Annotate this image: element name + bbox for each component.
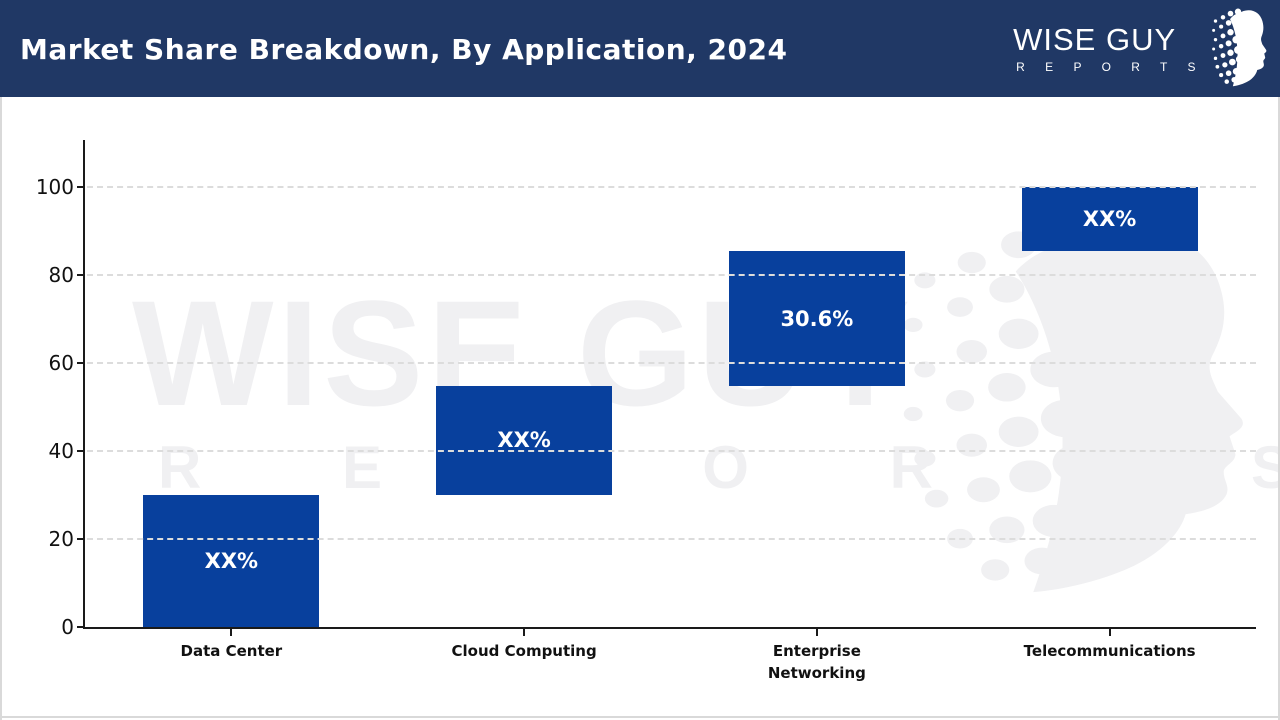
x-axis-category-label: Data Center (180, 642, 283, 660)
y-axis-tick (77, 186, 85, 188)
wise-guy-reports-logo: WISE GUY R E P O R T S (1013, 6, 1268, 92)
bar-value-label: XX% (204, 549, 259, 573)
figure-border-bottom (0, 716, 1280, 718)
page-title: Market Share Breakdown, By Application, … (20, 33, 788, 66)
x-axis-tick (815, 629, 818, 636)
y-axis-tick (77, 274, 85, 276)
bar-value-label: XX% (1082, 207, 1137, 232)
bar-value-label: XX% (497, 428, 551, 453)
gridline-60 (87, 362, 1256, 364)
y-axis-tick (77, 450, 85, 452)
x-axis-line (83, 627, 1256, 629)
logo-face-icon (1212, 8, 1267, 87)
bar-cloud-computing (436, 385, 613, 495)
y-axis-tick (77, 362, 85, 364)
x-axis-tick (1108, 629, 1111, 636)
logo-reports-text: R E P O R T S (1016, 59, 1204, 74)
y-axis-line (83, 140, 85, 629)
bar-data-center (143, 495, 320, 627)
y-axis-tick-label: 60 (48, 351, 74, 375)
x-axis-tick (523, 629, 526, 636)
bar-telecommunications (1021, 187, 1198, 252)
y-axis-tick-label: 100 (35, 175, 74, 199)
y-axis-tick-label: 80 (48, 263, 74, 287)
y-axis-tick (77, 626, 85, 628)
gridline-20 (87, 538, 1256, 540)
gridline-100 (87, 186, 1256, 188)
x-axis-category-label: Enterprise Networking (767, 642, 866, 682)
logo-text: WISE GUY R E P O R T S (1013, 24, 1204, 74)
x-axis-category-label: Telecommunications (1023, 642, 1196, 660)
figure-border-left (0, 97, 2, 720)
gridline-40 (87, 450, 1256, 452)
y-axis-tick-label: 0 (61, 615, 74, 639)
bar-value-label: 30.6% (780, 306, 854, 331)
figure-border-right (1278, 97, 1280, 720)
logo-wiseguy-text: WISE GUY (1013, 22, 1177, 58)
y-axis-tick-label: 20 (48, 527, 74, 551)
y-axis-tick-label: 40 (48, 439, 74, 463)
gridline-80 (87, 274, 1256, 276)
y-axis-tick (77, 538, 85, 540)
x-axis-category-label: Cloud Computing (451, 642, 597, 660)
x-axis-tick (230, 629, 233, 636)
header-bar: Market Share Breakdown, By Application, … (0, 0, 1280, 97)
